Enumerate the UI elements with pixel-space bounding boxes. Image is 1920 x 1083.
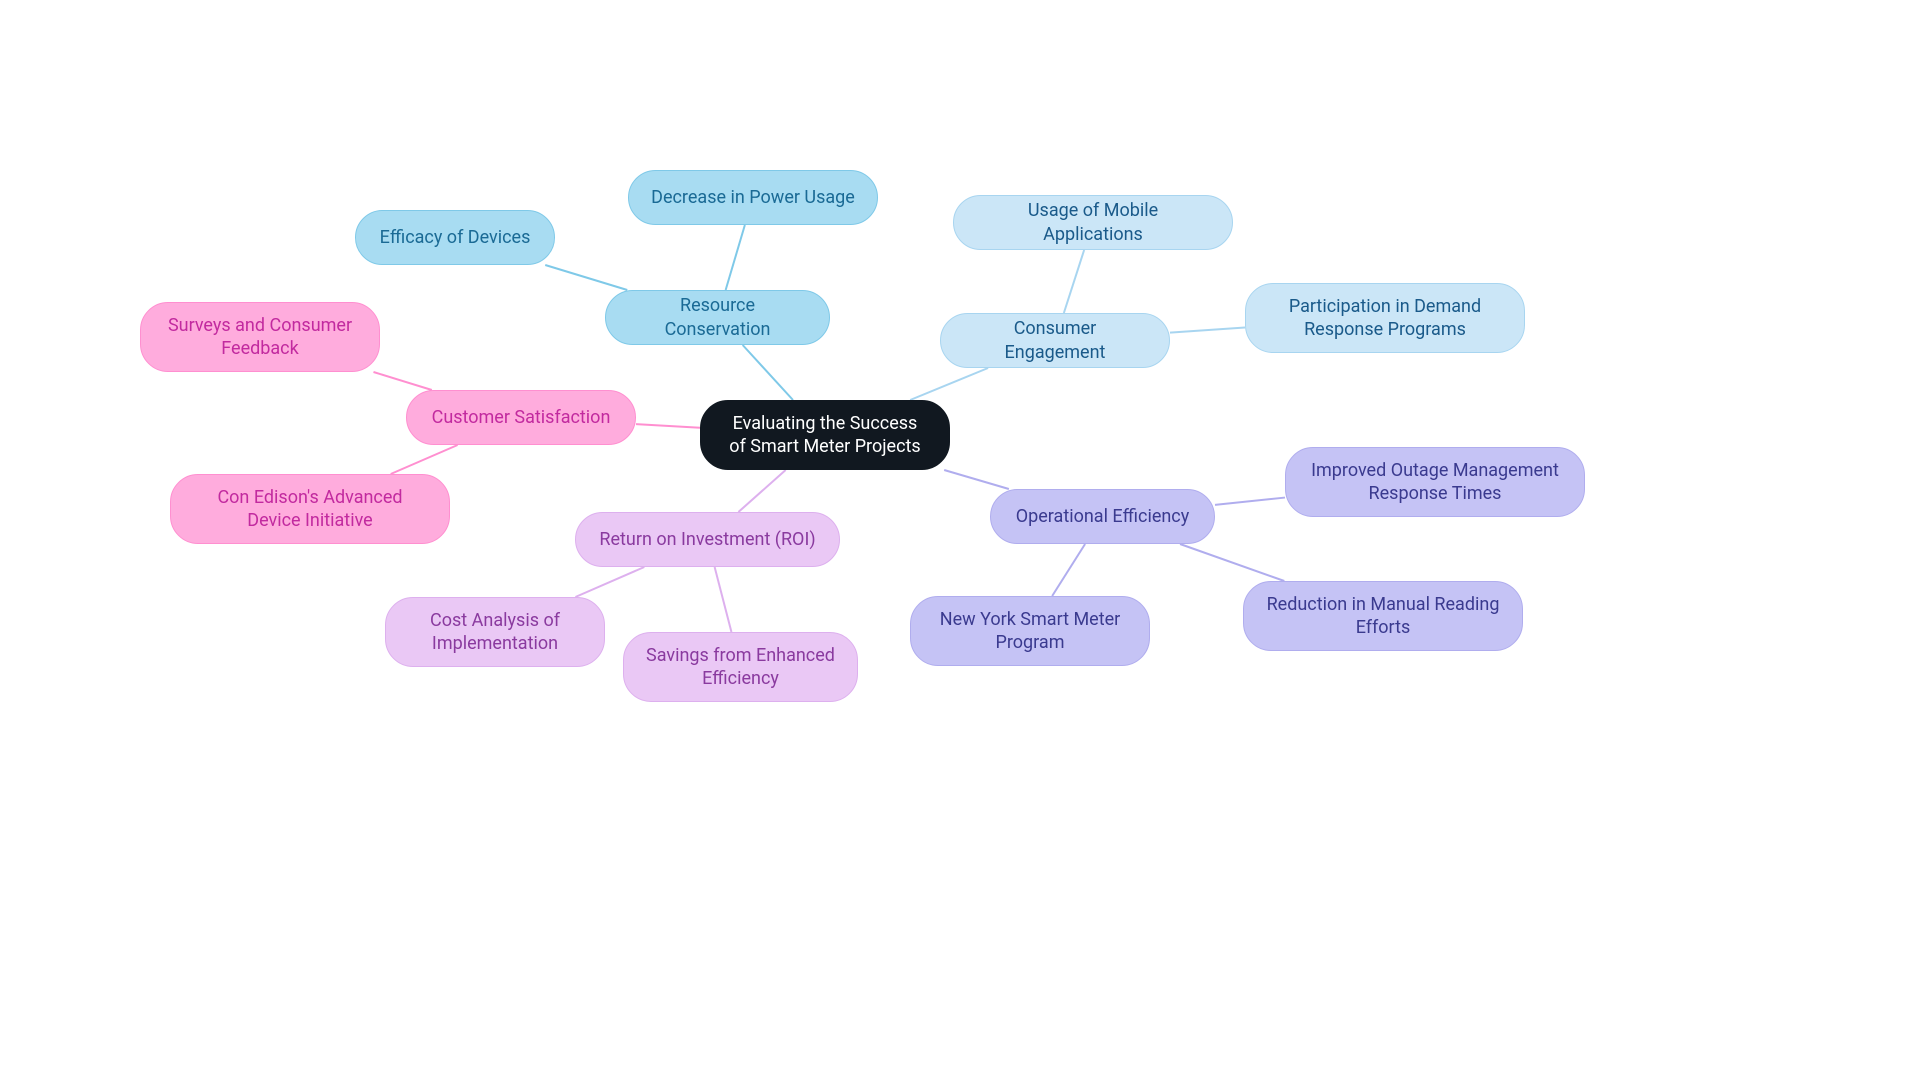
- branch-customer-satisfaction: Customer Satisfaction: [406, 390, 636, 445]
- leaf-demand-response: Participation in Demand Response Program…: [1245, 283, 1525, 353]
- edge: [1180, 544, 1284, 581]
- branch-consumer-engagement: Consumer Engagement: [940, 313, 1170, 368]
- edge: [545, 265, 627, 290]
- leaf-decrease-power: Decrease in Power Usage: [628, 170, 878, 225]
- edge: [391, 445, 458, 474]
- edge: [738, 470, 785, 512]
- edge: [910, 368, 988, 400]
- leaf-con-edison: Con Edison's Advanced Device Initiative: [170, 474, 450, 544]
- edge: [944, 470, 1009, 489]
- edge: [743, 345, 793, 400]
- leaf-efficacy-devices: Efficacy of Devices: [355, 210, 555, 265]
- branch-resource-conservation: Resource Conservation: [605, 290, 830, 345]
- edge: [373, 372, 431, 390]
- leaf-mobile-apps: Usage of Mobile Applications: [953, 195, 1233, 250]
- leaf-savings-efficiency: Savings from Enhanced Efficiency: [623, 632, 858, 702]
- branch-operational-efficiency: Operational Efficiency: [990, 489, 1215, 544]
- leaf-ny-smart-meter: New York Smart Meter Program: [910, 596, 1150, 666]
- edge: [1052, 544, 1085, 596]
- leaf-manual-reading: Reduction in Manual Reading Efforts: [1243, 581, 1523, 651]
- edge: [1064, 250, 1084, 313]
- edge: [1170, 328, 1245, 333]
- leaf-outage-mgmt: Improved Outage Management Response Time…: [1285, 447, 1585, 517]
- edge: [575, 567, 644, 597]
- root-node: Evaluating the Success of Smart Meter Pr…: [700, 400, 950, 470]
- edge: [636, 424, 700, 428]
- leaf-surveys: Surveys and Consumer Feedback: [140, 302, 380, 372]
- edge: [715, 567, 732, 632]
- leaf-cost-analysis: Cost Analysis of Implementation: [385, 597, 605, 667]
- edge: [1215, 498, 1285, 505]
- edge: [726, 225, 745, 290]
- branch-roi: Return on Investment (ROI): [575, 512, 840, 567]
